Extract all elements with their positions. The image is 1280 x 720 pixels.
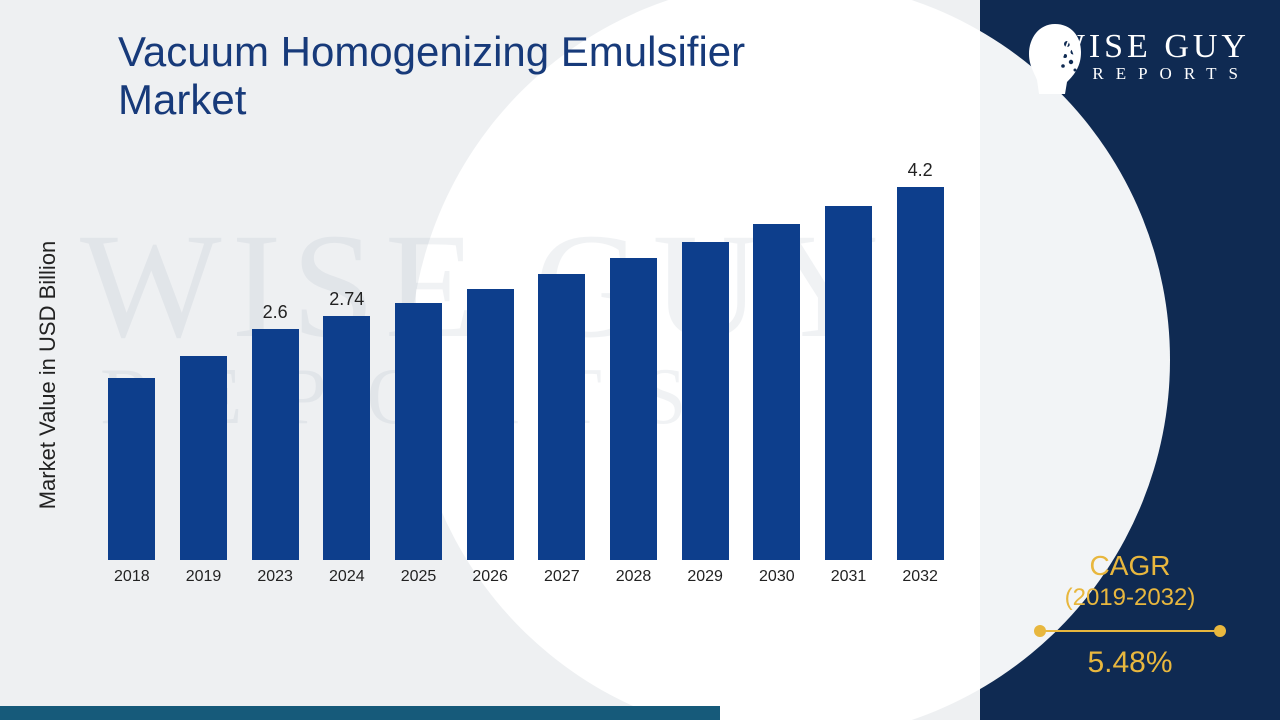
bar	[180, 356, 227, 560]
cagr-divider-line	[1040, 630, 1220, 632]
x-tick-label: 2025	[401, 560, 437, 586]
bar-chart: Market Value in USD Billion 201820192.62…	[56, 160, 956, 590]
x-tick-label: 2024	[329, 560, 365, 586]
cagr-panel: CAGR (2019-2032) 5.48%	[980, 550, 1280, 680]
page: WISE GUY REPORTS WISE GUY REPORTS Vacuum…	[0, 0, 1280, 720]
bar	[825, 206, 872, 560]
x-tick-label: 2028	[616, 560, 652, 586]
x-tick-label: 2031	[831, 560, 867, 586]
bar-value-label: 2.74	[329, 289, 364, 316]
x-tick-label: 2023	[257, 560, 293, 586]
bar	[395, 303, 442, 560]
x-tick-label: 2030	[759, 560, 795, 586]
y-axis-label: Market Value in USD Billion	[35, 241, 61, 510]
x-tick-label: 2027	[544, 560, 580, 586]
bar	[108, 378, 155, 560]
bar: 4.2	[897, 187, 944, 560]
bar: 2.6	[252, 329, 299, 560]
logo-text-line1: WISE GUY	[1053, 28, 1250, 66]
bar	[467, 289, 514, 560]
bar: 2.74	[323, 316, 370, 560]
bar	[610, 258, 657, 560]
cagr-title: CAGR	[980, 550, 1280, 582]
x-tick-label: 2026	[472, 560, 508, 586]
bar	[682, 242, 729, 560]
x-tick-label: 2018	[114, 560, 150, 586]
bottom-accent-strip	[0, 706, 720, 720]
bar-value-label: 2.6	[263, 302, 288, 329]
logo-text-line2: REPORTS	[1053, 64, 1250, 84]
x-tick-label: 2029	[687, 560, 723, 586]
brand-logo: WISE GUY REPORTS	[1053, 28, 1250, 84]
cagr-range: (2019-2032)	[980, 584, 1280, 612]
x-tick-label: 2019	[186, 560, 222, 586]
cagr-value: 5.48%	[980, 646, 1280, 680]
bar	[753, 224, 800, 560]
chart-title: Vacuum Homogenizing Emulsifier Market	[118, 28, 838, 125]
bar-value-label: 4.2	[908, 160, 933, 187]
x-tick-label: 2032	[902, 560, 938, 586]
plot-area: 201820192.620232.74202420252026202720282…	[96, 160, 956, 560]
bar	[538, 274, 585, 560]
